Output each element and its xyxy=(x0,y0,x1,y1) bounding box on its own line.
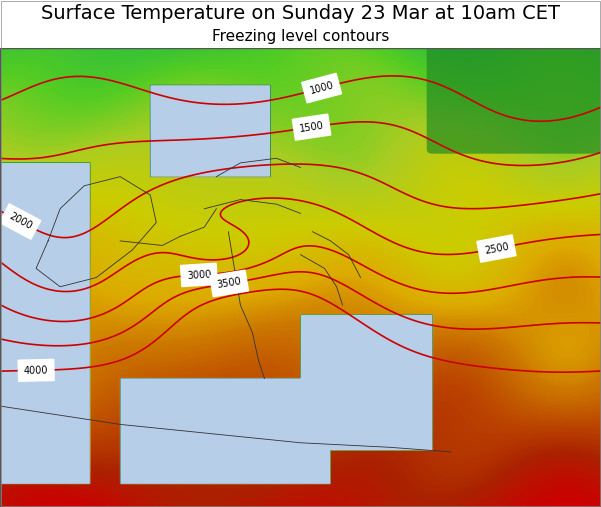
Text: 1000: 1000 xyxy=(308,80,335,96)
Text: 3500: 3500 xyxy=(216,276,242,291)
Text: 2000: 2000 xyxy=(7,211,33,232)
Text: 1500: 1500 xyxy=(299,120,325,134)
Text: 4000: 4000 xyxy=(24,365,49,376)
Text: 2500: 2500 xyxy=(483,241,510,256)
FancyBboxPatch shape xyxy=(427,44,601,154)
Text: 3000: 3000 xyxy=(186,269,212,281)
Text: Surface Temperature on Sunday 23 Mar at 10am CET: Surface Temperature on Sunday 23 Mar at … xyxy=(41,4,560,23)
Text: Freezing level contours: Freezing level contours xyxy=(212,28,389,44)
